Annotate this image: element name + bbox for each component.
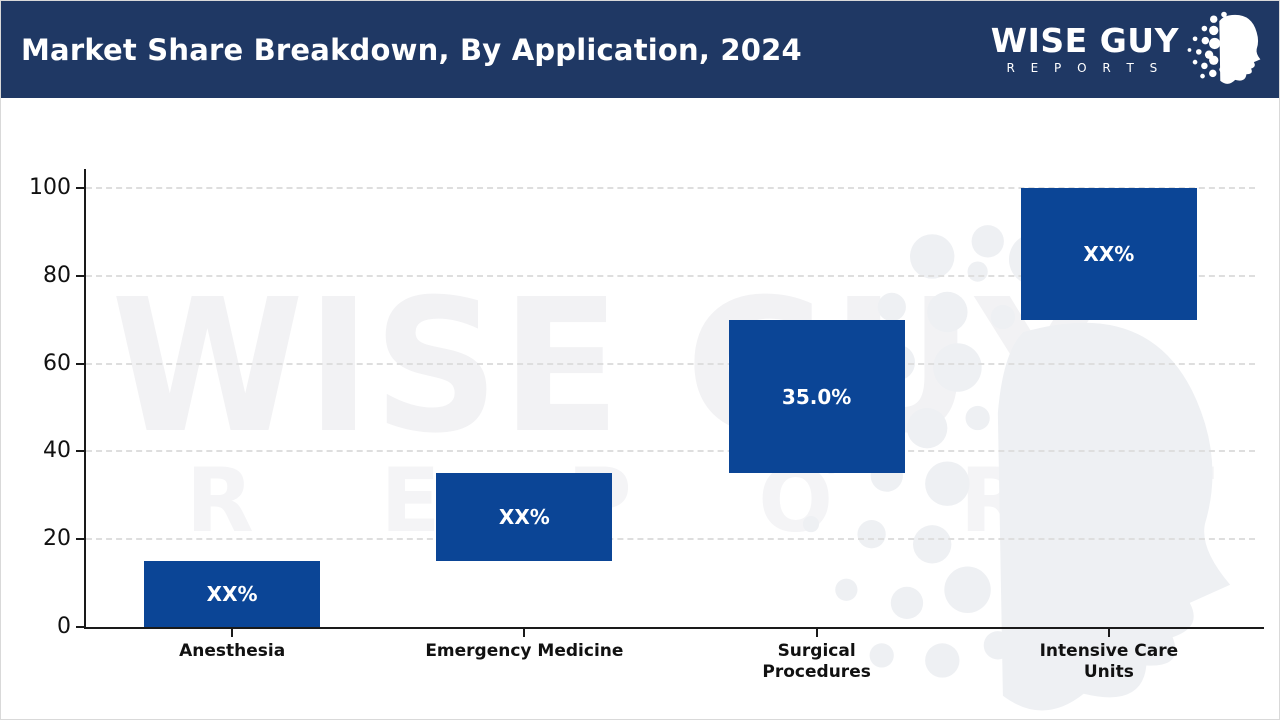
y-tick-mark-20 [76, 538, 84, 541]
x-tick-mark-1 [523, 629, 526, 637]
logo-face-icon [1187, 11, 1261, 84]
y-tick-label-80: 80 [43, 262, 71, 288]
gridline-40 [86, 450, 1255, 453]
y-tick-mark-40 [76, 450, 84, 453]
x-axis-line [84, 627, 1264, 629]
bar-anesthesia: XX% [144, 561, 321, 627]
x-tick-label-1: Emergency Medicine [425, 641, 624, 661]
bar-value-label: XX% [1083, 241, 1135, 266]
y-tick-label-40: 40 [43, 438, 71, 464]
x-tick-mark-3 [1107, 629, 1110, 637]
y-tick-mark-80 [76, 274, 84, 277]
y-tick-mark-60 [76, 362, 84, 365]
y-tick-label-60: 60 [43, 350, 71, 376]
gridline-100 [86, 187, 1255, 189]
y-tick-mark-100 [76, 187, 84, 189]
bar-intensive-care-units: XX% [1020, 188, 1197, 320]
bar-value-label: XX% [206, 582, 258, 607]
logo-text: WISE GUY R E P O R T S [991, 24, 1179, 75]
header-bar: Market Share Breakdown, By Application, … [1, 1, 1279, 98]
y-tick-label-0: 0 [57, 614, 71, 639]
x-tick-mark-0 [231, 629, 234, 637]
y-axis-line [84, 169, 86, 629]
gridline-80 [86, 274, 1255, 277]
gridline-60 [86, 362, 1255, 365]
x-tick-label-2: Surgical Procedures [762, 641, 871, 683]
x-tick-label-3: Intensive Care Units [1039, 641, 1179, 683]
bar-value-label: XX% [498, 505, 550, 530]
y-tick-label-20: 20 [43, 526, 71, 552]
x-tick-mark-2 [815, 629, 818, 637]
logo-wordmark: WISE GUY [990, 21, 1179, 61]
bar-emergency-medicine: XX% [436, 473, 613, 562]
wise-guy-reports-logo: WISE GUY R E P O R T S [991, 8, 1267, 92]
x-tick-label-0: Anesthesia [179, 641, 286, 661]
y-tick-mark-0 [76, 626, 84, 628]
bar-value-label: 35.0% [781, 384, 852, 409]
bar-surgical-procedures: 35.0% [728, 319, 905, 474]
y-tick-label-100: 100 [29, 175, 71, 200]
page-title: Market Share Breakdown, By Application, … [21, 32, 802, 67]
gridline-20 [86, 538, 1255, 541]
logo-subtext: R E P O R T S [1006, 60, 1164, 75]
